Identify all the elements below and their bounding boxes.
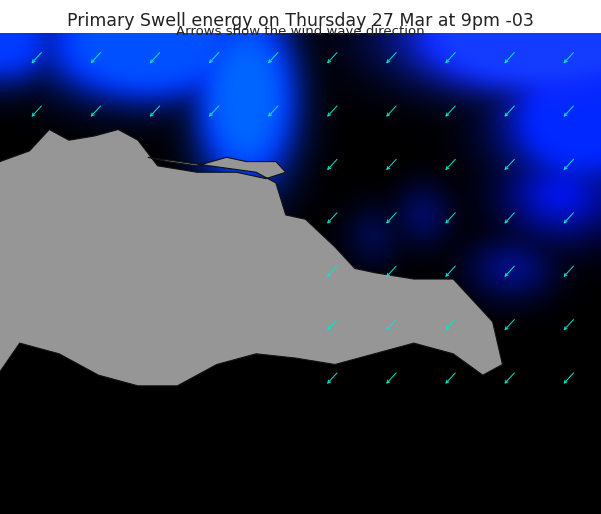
Text: Primary Swell energy on Thursday 27 Mar at 9pm -03: Primary Swell energy on Thursday 27 Mar … xyxy=(67,12,534,30)
Text: Arrows show the wind wave direction: Arrows show the wind wave direction xyxy=(176,25,425,38)
Polygon shape xyxy=(0,130,502,396)
